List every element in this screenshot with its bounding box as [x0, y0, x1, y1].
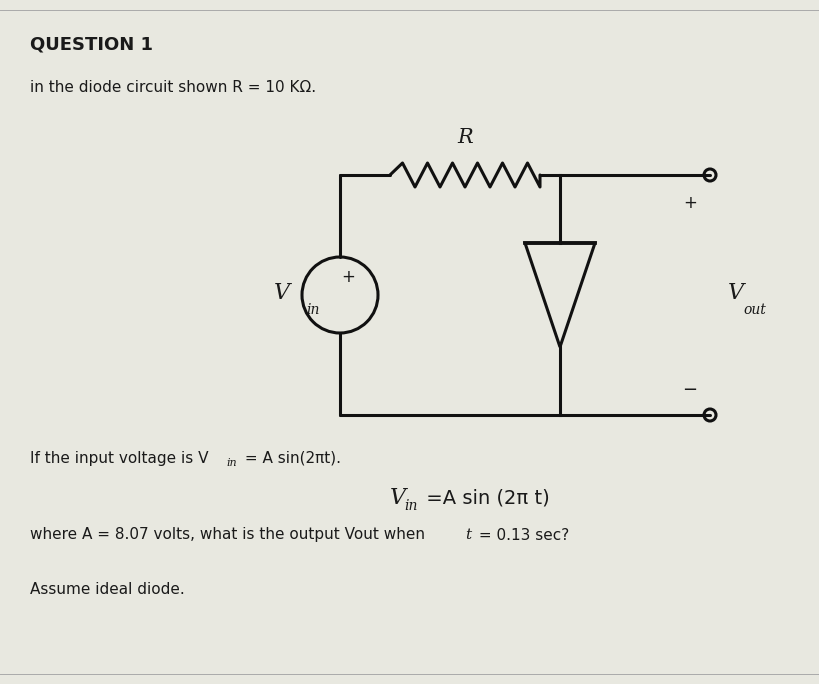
Text: in: in	[226, 458, 237, 468]
Text: −: −	[681, 381, 697, 399]
Text: If the input voltage is V: If the input voltage is V	[30, 451, 208, 466]
Text: in: in	[305, 303, 319, 317]
Text: +: +	[341, 268, 355, 286]
Text: out: out	[742, 303, 765, 317]
Text: in: in	[404, 499, 417, 513]
Text: = A sin(2πt).: = A sin(2πt).	[240, 451, 341, 466]
Circle shape	[704, 169, 715, 181]
Text: = 0.13 sec?: = 0.13 sec?	[473, 527, 568, 542]
Text: V: V	[727, 282, 743, 304]
Text: R: R	[456, 128, 473, 147]
Text: V: V	[274, 282, 290, 304]
Text: +: +	[682, 194, 696, 212]
Text: in the diode circuit shown R = 10 KΩ.: in the diode circuit shown R = 10 KΩ.	[30, 81, 316, 96]
Text: QUESTION 1: QUESTION 1	[30, 36, 153, 54]
Text: Assume ideal diode.: Assume ideal diode.	[30, 583, 184, 598]
Text: V: V	[390, 487, 405, 509]
Circle shape	[704, 409, 715, 421]
Text: =A sin (2π t): =A sin (2π t)	[419, 488, 549, 508]
Text: t: t	[464, 528, 471, 542]
Text: where A = 8.07 volts, what is the output Vout when: where A = 8.07 volts, what is the output…	[30, 527, 429, 542]
